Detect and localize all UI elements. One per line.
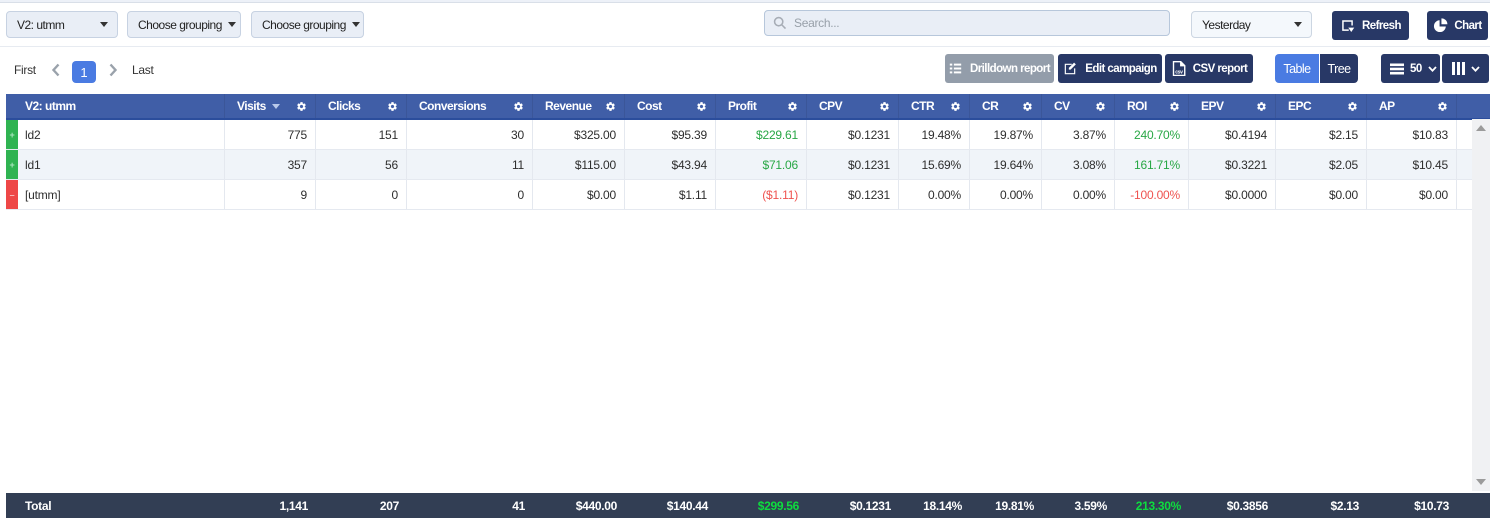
- svg-text:csv: csv: [1175, 69, 1183, 75]
